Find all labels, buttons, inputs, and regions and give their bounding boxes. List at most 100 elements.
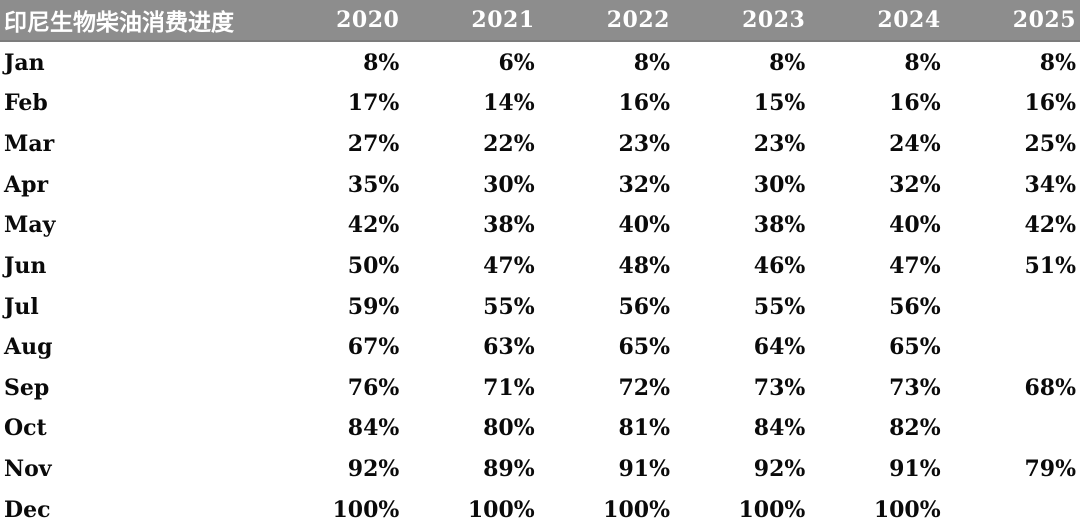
value-cell: 8%	[633, 49, 670, 76]
value-cell: 8%	[1039, 49, 1076, 76]
value-cell: 100%	[467, 496, 535, 523]
value-cell: 40%	[618, 212, 670, 239]
value-cell: 63%	[483, 334, 535, 361]
month-label: Jun	[4, 252, 47, 279]
year-header-2022: 2022	[538, 0, 674, 42]
value-cell: 14%	[483, 90, 535, 117]
value-cell: 15%	[753, 90, 806, 117]
value-cell: 24%	[889, 131, 941, 158]
value-cell: 79%	[1024, 455, 1076, 482]
value-cell: 42%	[1024, 212, 1076, 239]
month-label: Sep	[4, 374, 50, 401]
value-cell: 17%	[347, 90, 400, 117]
value-cell: 80%	[483, 415, 535, 442]
value-cell: 8%	[363, 49, 400, 76]
month-label: Nov	[4, 455, 52, 482]
table-header: 印尼生物柴油消费进度 2020 2021 2022 2023 2024 2025	[0, 0, 1080, 42]
table-row-jun: Jun 50% 47% 48% 46% 47% 51%	[0, 246, 1080, 287]
table-row-may: May 42% 38% 40% 38% 40% 42%	[0, 205, 1080, 246]
year-header-2021: 2021	[403, 0, 539, 42]
month-label: Jul	[4, 293, 39, 320]
value-cell: 100%	[332, 496, 400, 523]
value-cell	[945, 408, 1080, 449]
value-cell: 59%	[347, 293, 400, 320]
value-cell: 42%	[347, 212, 400, 239]
value-cell: 47%	[889, 252, 941, 279]
table-row-aug: Aug 67% 63% 65% 64% 65%	[0, 327, 1080, 368]
month-label: Jan	[4, 49, 45, 76]
year-header-2024: 2024	[809, 0, 945, 42]
value-cell: 72%	[618, 374, 670, 401]
value-cell: 46%	[753, 252, 806, 279]
value-cell: 100%	[873, 496, 941, 523]
value-cell: 30%	[753, 171, 806, 198]
value-cell: 8%	[904, 49, 941, 76]
year-header-2023: 2023	[673, 0, 810, 42]
value-cell: 48%	[618, 252, 670, 279]
month-label: Dec	[4, 496, 51, 523]
header-row: 印尼生物柴油消费进度 2020 2021 2022 2023 2024 2025	[0, 0, 1080, 42]
value-cell: 71%	[483, 374, 535, 401]
table-row-oct: Oct 84% 80% 81% 84% 82%	[0, 408, 1080, 449]
value-cell: 40%	[889, 212, 941, 239]
value-cell: 16%	[889, 90, 941, 117]
month-label: Feb	[4, 90, 48, 117]
value-cell: 76%	[347, 374, 400, 401]
value-cell: 22%	[483, 131, 535, 158]
table-row-jan: Jan 8% 6% 8% 8% 8% 8%	[0, 41, 1080, 83]
value-cell: 34%	[1024, 171, 1076, 198]
value-cell: 56%	[889, 293, 941, 320]
month-label: Aug	[4, 334, 53, 361]
value-cell: 27%	[347, 131, 400, 158]
value-cell: 32%	[889, 171, 941, 198]
value-cell: 81%	[618, 415, 670, 442]
value-cell: 16%	[1024, 90, 1076, 117]
value-cell: 38%	[483, 212, 535, 239]
value-cell: 55%	[753, 293, 806, 320]
value-cell: 91%	[889, 455, 941, 482]
value-cell: 73%	[889, 374, 941, 401]
value-cell: 65%	[618, 334, 670, 361]
table-row-sep: Sep 76% 71% 72% 73% 73% 68%	[0, 367, 1080, 408]
value-cell: 23%	[618, 131, 670, 158]
value-cell	[945, 489, 1080, 530]
value-cell	[945, 327, 1080, 368]
value-cell: 35%	[347, 171, 400, 198]
value-cell: 30%	[483, 171, 535, 198]
value-cell: 64%	[753, 334, 806, 361]
value-cell: 16%	[618, 90, 670, 117]
table-title: 印尼生物柴油消费进度	[0, 0, 268, 42]
table-row-dec: Dec 100% 100% 100% 100% 100%	[0, 489, 1080, 530]
table-row-nov: Nov 92% 89% 91% 92% 91% 79%	[0, 449, 1080, 490]
table-row-apr: Apr 35% 30% 32% 30% 32% 34%	[0, 164, 1080, 205]
value-cell: 67%	[347, 334, 400, 361]
month-label: Mar	[4, 131, 55, 158]
value-cell: 51%	[1024, 252, 1076, 279]
value-cell: 68%	[1024, 374, 1076, 401]
value-cell: 8%	[769, 49, 806, 76]
value-cell: 47%	[483, 252, 535, 279]
value-cell: 84%	[347, 415, 400, 442]
table-row-mar: Mar 27% 22% 23% 23% 24% 25%	[0, 124, 1080, 165]
table-body: Jan 8% 6% 8% 8% 8% 8% Feb 17% 14% 16% 15% 16% 16% Mar 2…	[0, 41, 1080, 530]
value-cell: 91%	[618, 455, 670, 482]
table-row-feb: Feb 17% 14% 16% 15% 16% 16%	[0, 83, 1080, 124]
value-cell: 65%	[889, 334, 941, 361]
value-cell: 25%	[1024, 131, 1076, 158]
value-cell: 82%	[889, 415, 941, 442]
value-cell: 32%	[618, 171, 670, 198]
month-label: Apr	[4, 171, 49, 198]
value-cell: 55%	[483, 293, 535, 320]
value-cell: 89%	[483, 455, 535, 482]
value-cell: 92%	[347, 455, 400, 482]
value-cell: 6%	[498, 49, 535, 76]
value-cell: 56%	[618, 293, 670, 320]
year-header-2020: 2020	[268, 0, 404, 42]
value-cell: 23%	[753, 131, 806, 158]
value-cell: 73%	[753, 374, 806, 401]
year-header-2025: 2025	[944, 0, 1080, 42]
table-row-jul: Jul 59% 55% 56% 55% 56%	[0, 286, 1080, 327]
value-cell	[945, 286, 1080, 327]
value-cell: 38%	[753, 212, 806, 239]
